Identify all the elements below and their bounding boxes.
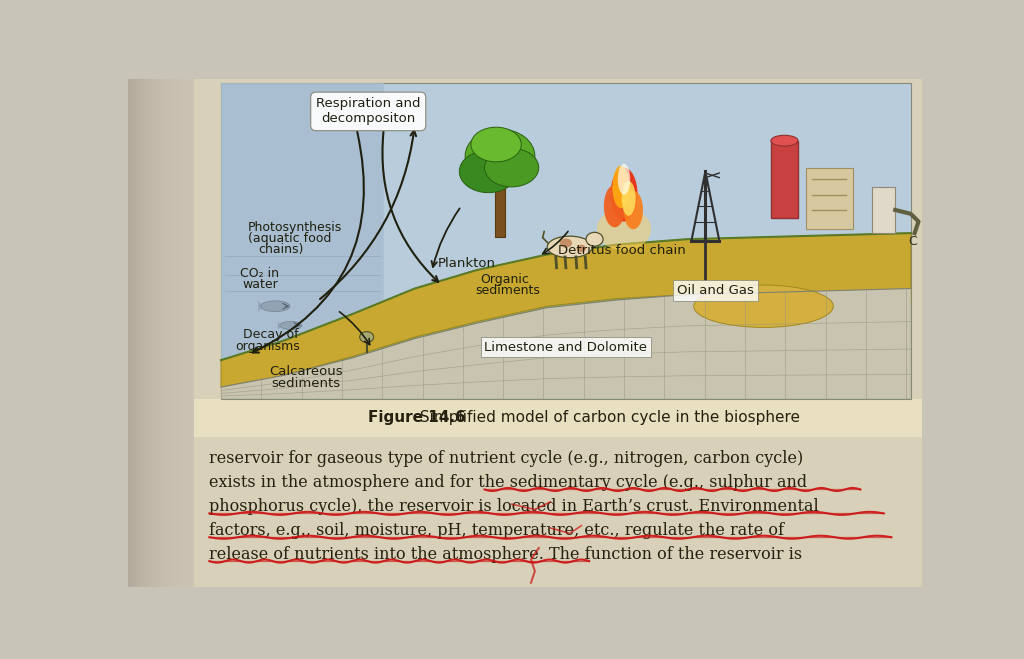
Text: organisms: organisms bbox=[234, 340, 300, 353]
Ellipse shape bbox=[471, 127, 521, 162]
Ellipse shape bbox=[771, 135, 798, 146]
Polygon shape bbox=[221, 233, 910, 399]
Ellipse shape bbox=[586, 233, 603, 246]
Ellipse shape bbox=[547, 236, 592, 258]
Bar bbox=[872, 187, 895, 233]
Text: Photosynthesis: Photosynthesis bbox=[248, 221, 342, 234]
Ellipse shape bbox=[617, 164, 630, 194]
Polygon shape bbox=[258, 301, 263, 312]
Ellipse shape bbox=[612, 165, 630, 208]
Text: reservoir for gaseous type of nutrient cycle (e.g., nitrogen, carbon cycle): reservoir for gaseous type of nutrient c… bbox=[209, 450, 804, 467]
Ellipse shape bbox=[260, 301, 290, 312]
Text: Decay of: Decay of bbox=[243, 328, 298, 341]
Polygon shape bbox=[221, 233, 910, 387]
Ellipse shape bbox=[484, 148, 539, 187]
Polygon shape bbox=[278, 322, 282, 330]
Bar bbox=[194, 399, 922, 437]
Ellipse shape bbox=[460, 150, 517, 192]
Ellipse shape bbox=[359, 331, 374, 343]
Text: sediments: sediments bbox=[475, 284, 540, 297]
Ellipse shape bbox=[624, 190, 643, 229]
Text: Organic: Organic bbox=[480, 273, 529, 286]
Text: factors, e.g., soil, moisture, pH, temperature, etc., regulate the rate of: factors, e.g., soil, moisture, pH, tempe… bbox=[209, 522, 784, 539]
Polygon shape bbox=[221, 289, 910, 399]
Text: Figure 14.6: Figure 14.6 bbox=[369, 410, 466, 425]
Text: Respiration and
decompositon: Respiration and decompositon bbox=[316, 98, 421, 125]
Ellipse shape bbox=[465, 129, 535, 183]
Ellipse shape bbox=[610, 167, 638, 221]
Text: CO₂ in: CO₂ in bbox=[241, 267, 280, 279]
Polygon shape bbox=[221, 83, 384, 376]
Ellipse shape bbox=[577, 244, 586, 252]
Text: exists in the atmosphere and for the sedimentary cycle (e.g., sulphur and: exists in the atmosphere and for the sed… bbox=[209, 474, 808, 491]
Ellipse shape bbox=[280, 322, 302, 330]
Ellipse shape bbox=[597, 208, 651, 250]
Ellipse shape bbox=[604, 185, 626, 227]
Bar bbox=[221, 83, 910, 399]
Ellipse shape bbox=[693, 285, 834, 328]
Text: Calcareous: Calcareous bbox=[269, 365, 343, 378]
Text: sediments: sediments bbox=[271, 377, 341, 389]
Ellipse shape bbox=[560, 239, 572, 248]
Text: release of nutrients into the atmosphere. The function of the reservoir is: release of nutrients into the atmosphere… bbox=[209, 546, 803, 563]
Text: chains): chains) bbox=[258, 243, 303, 256]
Text: (aquatic food: (aquatic food bbox=[248, 232, 332, 245]
Text: Detritus food chain: Detritus food chain bbox=[558, 244, 686, 256]
Ellipse shape bbox=[622, 181, 636, 215]
Text: Oil and Gas: Oil and Gas bbox=[677, 284, 754, 297]
Bar bbox=[806, 167, 853, 229]
Text: Limestone and Dolomite: Limestone and Dolomite bbox=[484, 341, 647, 353]
Text: water: water bbox=[243, 278, 279, 291]
Text: phosphorus cycle), the reservoir is located in Earth’s crust. Environmental: phosphorus cycle), the reservoir is loca… bbox=[209, 498, 819, 515]
Bar bbox=[496, 183, 505, 237]
Text: Plankton: Plankton bbox=[438, 258, 496, 270]
Text: C: C bbox=[908, 235, 918, 248]
Text: Simplified model of carbon cycle in the biosphere: Simplified model of carbon cycle in the … bbox=[415, 410, 800, 425]
Bar bbox=[771, 140, 799, 217]
